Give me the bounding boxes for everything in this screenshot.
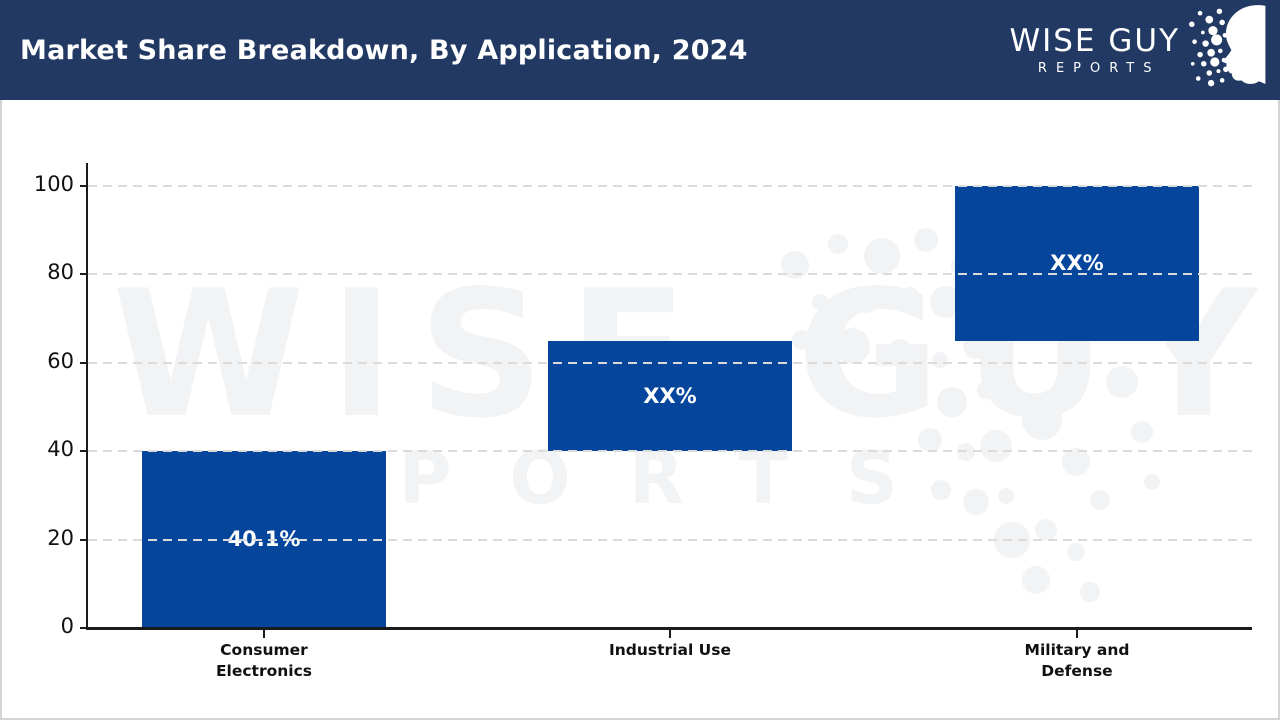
logo-secondary-text: REPORTS <box>1037 60 1161 76</box>
bar-value-label: XX% <box>1050 251 1104 276</box>
h-gridline <box>88 538 1252 541</box>
x-axis-tick <box>669 630 671 638</box>
y-axis-tick-label: 100 <box>33 172 74 196</box>
y-axis-tick-label: 40 <box>47 437 74 462</box>
x-axis-line <box>86 627 1252 630</box>
header-bar: Market Share Breakdown, By Application, … <box>0 0 1280 100</box>
h-gridline <box>88 185 1252 187</box>
category-label-line: Electronics <box>215 661 313 680</box>
y-axis-tick-label: 0 <box>60 614 74 638</box>
y-axis-line <box>86 163 88 630</box>
category-label-line: Industrial Use <box>608 641 732 659</box>
category-label-line: Consumer <box>220 641 308 659</box>
category-label-line: Military and <box>1024 641 1130 659</box>
category-label-line: Defense <box>1041 661 1113 680</box>
h-gridline <box>88 273 1252 276</box>
h-gridline <box>88 450 1252 453</box>
category-label: Consumer Electronics <box>104 640 424 682</box>
wiseguy-logo: WISE GUY REPORTS <box>1009 4 1266 96</box>
bar-segment: XX% <box>955 186 1199 341</box>
y-axis-tick <box>80 627 88 629</box>
category-label: Industrial Use <box>510 640 830 661</box>
wiseguy-head-icon <box>1189 5 1266 87</box>
y-axis-tick <box>80 273 88 276</box>
y-axis-tick <box>80 361 88 364</box>
category-label: Military and Defense <box>917 640 1237 682</box>
bar-value-label: XX% <box>643 383 697 408</box>
wiseguy-logo-text: WISE GUY REPORTS <box>1009 22 1180 76</box>
y-axis-tick-label: 80 <box>47 260 74 285</box>
x-axis-tick <box>263 630 265 638</box>
y-axis-tick <box>80 185 88 187</box>
h-gridline <box>88 361 1252 364</box>
y-axis-tick <box>80 538 88 541</box>
x-axis-tick <box>1076 630 1078 638</box>
page-title: Market Share Breakdown, By Application, … <box>20 34 748 66</box>
y-axis-tick-label: 20 <box>47 525 74 550</box>
y-axis-tick-label: 60 <box>47 348 74 373</box>
y-axis-tick <box>80 450 88 453</box>
logo-primary-text: WISE GUY <box>1009 22 1180 59</box>
bar-segment: XX% <box>548 340 792 451</box>
